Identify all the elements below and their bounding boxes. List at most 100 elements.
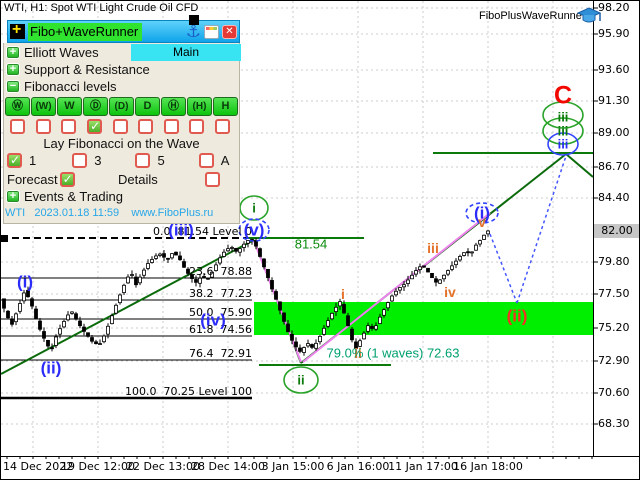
timeframe-button-ⓦ[interactable]: Ⓦ	[5, 97, 30, 116]
fibo-wave-up-line	[302, 212, 491, 363]
timeframe-checkbox-3[interactable]	[87, 119, 103, 134]
timeframe-checkbox-1[interactable]	[35, 119, 51, 134]
row-fibonacci-levels: − Fibonacci levels	[5, 78, 238, 95]
price-axis-label: 68.30	[598, 417, 630, 430]
time-axis-label: 3 Jan 15:00	[261, 460, 325, 473]
fibonacci-levels-label: Fibonacci levels	[24, 79, 117, 94]
row-support-resistance: + Support & Resistance	[5, 61, 238, 78]
wave-option-label-5: 5	[157, 153, 165, 168]
wave-label: i	[341, 286, 345, 302]
graduation-cap-icon	[577, 7, 601, 23]
wave-label: iii	[557, 136, 569, 152]
time-axis-label: 14 Dec 2022	[3, 460, 74, 473]
wave-label: C	[553, 81, 573, 110]
events-trading-label: Events & Trading	[24, 189, 123, 204]
fib-level-label: 23.6 78.88	[189, 265, 252, 278]
price-axis-label: 93.60	[598, 63, 630, 76]
timeframe-button-d[interactable]: (D)	[109, 97, 134, 116]
timeframe-checkbox-5[interactable]	[138, 119, 154, 134]
wave-label: (iv)	[200, 310, 226, 330]
fib-level-label: 0.0 81.54 Level 0	[152, 225, 252, 238]
time-axis-label: 19 Dec 12:00	[61, 460, 135, 473]
close-icon[interactable]: ✕	[222, 24, 237, 39]
timeframe-buttons-row: Ⓦ (W) W Ⓓ (D) D Ⓗ (H) H	[5, 97, 238, 116]
price-axis-label: 70.60	[598, 386, 630, 399]
panel-titlebar[interactable]: Fibo+WaveRunner ⚓ ✕	[7, 15, 240, 43]
wave-label: i	[252, 200, 256, 216]
wave-label: v	[478, 214, 486, 230]
wave-label: iv	[444, 284, 456, 300]
timeframe-checkbox-row	[5, 119, 238, 134]
timeframe-button-ⓓ[interactable]: Ⓓ	[83, 97, 108, 116]
wave-label: iii	[427, 240, 439, 256]
timeframe-checkbox-2[interactable]	[61, 119, 77, 134]
wave-label: iii	[557, 123, 569, 139]
price-axis-label: 75.20	[598, 321, 630, 334]
timeframe-checkbox-0[interactable]	[10, 119, 26, 134]
panel-titlebar-icons: ⚓ ✕	[185, 15, 239, 41]
indicator-watermark: FiboPlusWaveRunner	[479, 10, 586, 22]
timeframe-button-h[interactable]: H	[213, 97, 238, 116]
timeframe-checkbox-4[interactable]	[112, 119, 128, 134]
timeframe-button-ⓗ[interactable]: Ⓗ	[161, 97, 186, 116]
wave-label: iii	[557, 109, 569, 125]
timeframe-checkbox-7[interactable]	[189, 119, 205, 134]
timeframe-button-d[interactable]: D	[135, 97, 160, 116]
expand-plus-icon[interactable]: +	[6, 63, 20, 76]
wave-label: (v)	[243, 220, 265, 240]
fibo-wave-down-line	[253, 240, 302, 363]
wave-option-label-1: 1	[29, 153, 37, 168]
forecast-checkbox[interactable]	[59, 171, 75, 187]
expand-plus-icon[interactable]: +	[6, 190, 20, 203]
wave-label: ii	[297, 372, 305, 388]
wave-option-checkbox-5[interactable]	[135, 153, 151, 168]
forecast-details-row: Forecast Details	[5, 170, 238, 188]
time-axis-label: 22 Dec 13:00	[126, 460, 200, 473]
row-elliott-waves: + Elliott Waves Main	[5, 44, 241, 61]
timeframe-checkbox-8[interactable]	[215, 119, 231, 134]
trend-cont-right-line	[565, 153, 594, 178]
forecast-label: Forecast	[7, 171, 58, 187]
panel-expand-icon[interactable]	[10, 21, 25, 39]
fib-level-label: 100.0 70.25 Level 100	[125, 385, 252, 398]
support-resistance-label: Support & Resistance	[24, 62, 150, 77]
wave-option-label-3: 3	[94, 153, 102, 168]
expand-plus-icon[interactable]: +	[6, 46, 20, 59]
wave-label: (iii)	[168, 220, 194, 240]
price-axis-label: 95.90	[598, 27, 630, 40]
time-axis-label: 6 Jan 16:00	[326, 460, 390, 473]
indicator-panel: Fibo+WaveRunner ⚓ ✕ + Elliott Waves Main…	[3, 15, 241, 224]
panel-body: + Elliott Waves Main + Support & Resista…	[3, 43, 241, 224]
price-axis-label: 98.20	[598, 1, 630, 14]
collapse-minus-icon[interactable]: −	[6, 80, 20, 93]
details-checkbox[interactable]	[205, 171, 220, 187]
timeframe-button-w[interactable]: (W)	[31, 97, 56, 116]
price-axis-label: 77.50	[598, 287, 630, 300]
wave-label: (i)	[473, 203, 491, 223]
forecast-down-line	[489, 233, 518, 304]
timeframe-button-w[interactable]: W	[57, 97, 82, 116]
fib-level-label: 61.8 74.56	[189, 323, 252, 336]
trend-up-left-line	[1, 239, 255, 375]
elliott-waves-label: Elliott Waves	[24, 45, 99, 60]
timeframe-button-h[interactable]: (H)	[187, 97, 212, 116]
price-axis-label: 89.00	[598, 126, 630, 139]
wave-option-checkbox-1[interactable]	[7, 153, 22, 168]
fib-level-label: 50.0 75.90	[189, 306, 252, 319]
price-axis-label: 79.80	[598, 255, 630, 268]
timeframe-checkbox-6[interactable]	[163, 119, 179, 134]
wave-option-checkbox-3[interactable]	[72, 153, 88, 168]
wave-option-checkbox-A[interactable]	[198, 153, 214, 168]
wave-label: 81.54	[294, 236, 328, 252]
window-icon[interactable]	[204, 24, 219, 39]
indicator-status-text: WTI 2023.01.18 11:59 www.FiboPlus.ru	[5, 207, 214, 219]
price-axis-label: 84.40	[598, 191, 630, 204]
anchor-icon[interactable]: ⚓	[185, 22, 201, 41]
main-button[interactable]: Main	[131, 44, 241, 61]
wave-label: 79.0% (1 waves) 72.63	[326, 345, 460, 361]
price-axis-label: 91.30	[598, 94, 630, 107]
selection-marker-icon	[188, 15, 199, 25]
details-label: Details	[118, 171, 158, 187]
price-axis-label: 86.70	[598, 160, 630, 173]
